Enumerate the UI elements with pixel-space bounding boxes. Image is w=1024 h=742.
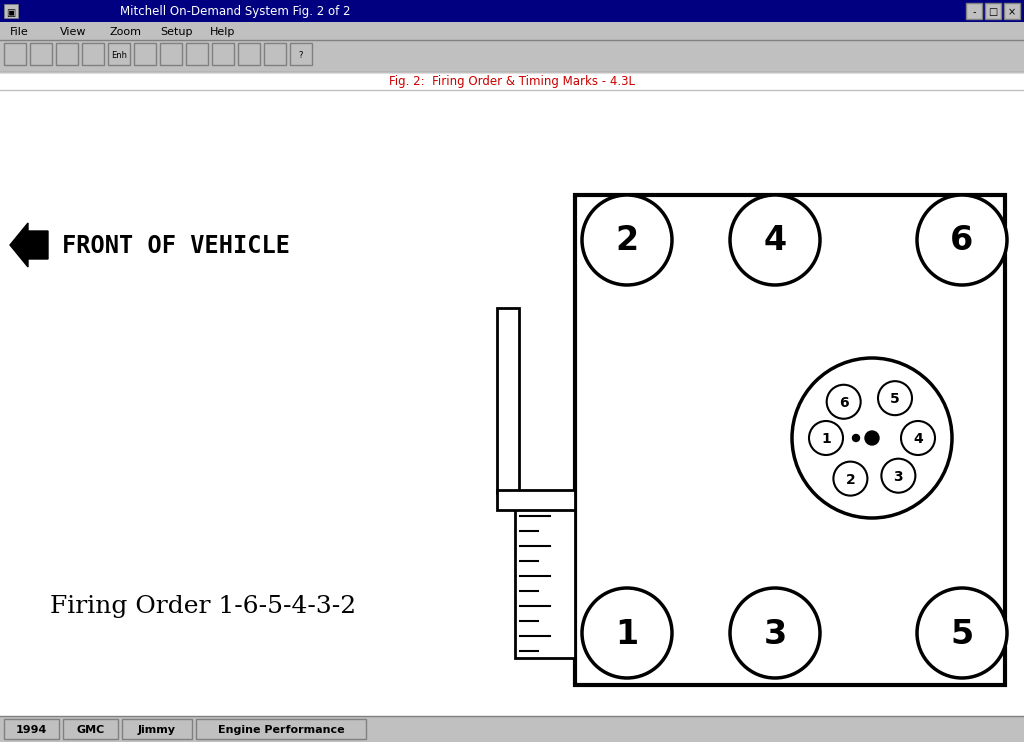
Text: FRONT OF VEHICLE: FRONT OF VEHICLE	[62, 234, 290, 258]
Text: □: □	[988, 7, 997, 17]
Bar	[63, 719, 118, 739]
Text: ▣: ▣	[6, 8, 15, 18]
Text: Firing Order 1-6-5-4-3-2: Firing Order 1-6-5-4-3-2	[50, 594, 356, 617]
Bar	[497, 308, 519, 493]
Text: 2: 2	[846, 473, 855, 487]
Circle shape	[809, 421, 843, 455]
Bar	[82, 43, 104, 65]
Bar	[985, 3, 1001, 19]
Circle shape	[582, 588, 672, 678]
Text: 5: 5	[950, 617, 974, 651]
Bar	[134, 43, 156, 65]
Bar	[108, 43, 130, 65]
Circle shape	[834, 462, 867, 496]
Circle shape	[730, 195, 820, 285]
Bar	[1004, 3, 1020, 19]
Text: Engine Performance: Engine Performance	[218, 725, 344, 735]
Bar	[0, 90, 1024, 716]
Circle shape	[882, 459, 915, 493]
Circle shape	[901, 421, 935, 455]
Circle shape	[826, 385, 861, 418]
Text: -: -	[972, 7, 976, 17]
Text: 2: 2	[615, 225, 639, 257]
Bar	[122, 719, 193, 739]
Text: File: File	[10, 27, 29, 37]
Text: GMC: GMC	[77, 725, 104, 735]
Text: Jimmy: Jimmy	[138, 725, 176, 735]
Bar	[160, 43, 182, 65]
Text: Zoom: Zoom	[110, 27, 142, 37]
Circle shape	[865, 431, 879, 445]
Bar	[30, 43, 52, 65]
Circle shape	[918, 588, 1007, 678]
Bar	[515, 508, 575, 658]
Text: Help: Help	[210, 27, 236, 37]
Circle shape	[730, 588, 820, 678]
Circle shape	[853, 435, 859, 441]
Text: ?: ?	[299, 50, 303, 59]
Text: 6: 6	[839, 395, 849, 410]
Bar	[4, 4, 18, 18]
Bar	[0, 716, 1024, 742]
Bar	[196, 719, 366, 739]
Text: 3: 3	[894, 470, 903, 484]
Bar	[575, 195, 1005, 685]
Bar	[4, 43, 26, 65]
Circle shape	[878, 381, 912, 416]
Text: Setup: Setup	[160, 27, 193, 37]
Text: ×: ×	[1008, 7, 1016, 17]
Bar	[4, 719, 59, 739]
Text: 4: 4	[913, 432, 923, 446]
Text: 4: 4	[764, 225, 786, 257]
Bar	[0, 22, 1024, 40]
Text: 1: 1	[821, 432, 830, 446]
Text: 5: 5	[890, 393, 900, 406]
Bar	[238, 43, 260, 65]
Circle shape	[918, 195, 1007, 285]
Text: 6: 6	[950, 225, 974, 257]
Circle shape	[792, 358, 952, 518]
Bar	[290, 43, 312, 65]
Bar	[56, 43, 78, 65]
Bar	[264, 43, 286, 65]
Text: Enh: Enh	[111, 50, 127, 59]
Text: 1: 1	[615, 617, 639, 651]
Bar	[212, 43, 234, 65]
Bar	[0, 40, 1024, 72]
Text: Fig. 2:  Firing Order & Timing Marks - 4.3L: Fig. 2: Firing Order & Timing Marks - 4.…	[389, 76, 635, 88]
Circle shape	[582, 195, 672, 285]
Bar	[0, 72, 1024, 90]
Polygon shape	[10, 223, 48, 267]
Bar	[0, 0, 1024, 22]
Bar	[497, 490, 575, 510]
Text: Mitchell On-Demand System Fig. 2 of 2: Mitchell On-Demand System Fig. 2 of 2	[120, 5, 350, 19]
Bar	[966, 3, 982, 19]
Text: View: View	[60, 27, 86, 37]
Bar	[186, 43, 208, 65]
Text: 3: 3	[763, 617, 786, 651]
Text: 1994: 1994	[15, 725, 47, 735]
